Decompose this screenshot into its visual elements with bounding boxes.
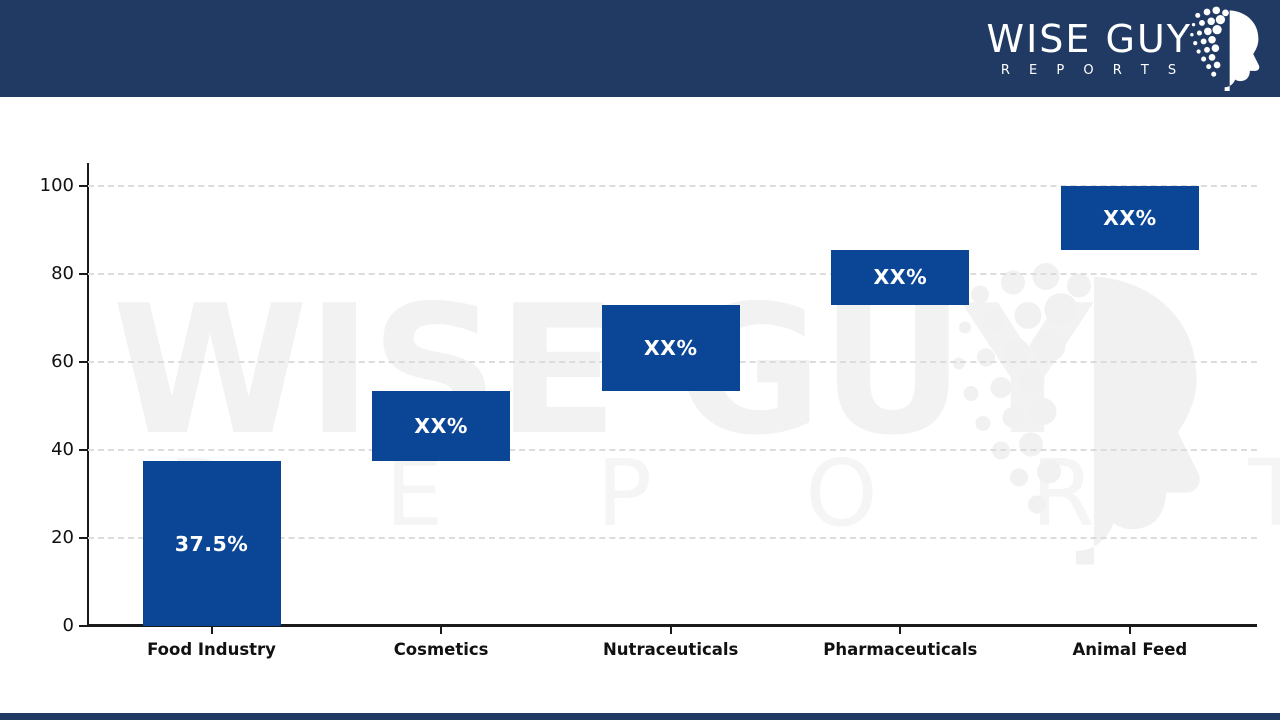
footer-bar	[0, 713, 1280, 720]
y-axis-line	[87, 163, 89, 626]
y-tick-mark-100	[79, 185, 88, 187]
bar-pharmaceuticals: XX%	[831, 249, 970, 305]
x-tick-label-pharmaceuticals: Pharmaceuticals	[823, 640, 978, 659]
y-tick-mark-0	[79, 625, 88, 627]
bar-value-label-animal-feed: XX%	[1103, 205, 1157, 230]
bar-cosmetics: XX%	[372, 390, 511, 461]
wiseguy-logo-text: WISE GUY R E P O R T S	[987, 20, 1192, 78]
x-tick-mark-nutraceuticals	[669, 627, 672, 634]
bar-value-label-nutraceuticals: XX%	[643, 335, 698, 360]
wiseguy-logo: WISE GUY R E P O R T S	[987, 6, 1270, 92]
logo-subtitle: R E P O R T S	[1000, 63, 1184, 78]
x-axis-line	[87, 624, 1257, 627]
y-tick-label-60: 60	[51, 351, 74, 372]
wiseguy-head-icon	[1186, 6, 1270, 92]
y-tick-label-0: 0	[62, 615, 74, 636]
gridline-40	[88, 449, 1257, 451]
y-tick-mark-60	[79, 361, 88, 363]
y-tick-label-40: 40	[51, 439, 74, 460]
bar-value-label-cosmetics: XX%	[414, 413, 468, 438]
bar-value-label-pharmaceuticals: XX%	[873, 265, 928, 290]
y-tick-mark-20	[79, 537, 88, 539]
gridline-20	[88, 537, 1257, 539]
bar-animal-feed: XX%	[1060, 186, 1199, 250]
x-tick-label-cosmetics: Cosmetics	[393, 640, 489, 659]
gridline-100	[88, 185, 1257, 187]
header-bar	[0, 0, 1280, 97]
bar-food-industry: 37.5%	[142, 461, 281, 626]
y-tick-label-100: 100	[39, 175, 74, 196]
bar-value-label-food-industry: 37.5%	[174, 531, 249, 556]
x-tick-label-food-industry: Food Industry	[147, 640, 276, 659]
y-tick-mark-40	[79, 449, 88, 451]
x-tick-mark-pharmaceuticals	[899, 627, 902, 634]
bar-nutraceuticals: XX%	[601, 304, 740, 391]
x-tick-mark-food-industry	[210, 627, 213, 634]
gridline-80	[88, 273, 1257, 275]
x-tick-label-nutraceuticals: Nutraceuticals	[603, 640, 739, 659]
logo-wordmark: WISE GUY	[986, 17, 1192, 61]
x-tick-label-animal-feed: Animal Feed	[1072, 640, 1188, 659]
y-tick-mark-80	[79, 273, 88, 275]
x-tick-mark-animal-feed	[1128, 627, 1131, 634]
x-tick-mark-cosmetics	[440, 627, 443, 634]
y-tick-label-80: 80	[51, 263, 74, 284]
y-tick-label-20: 20	[51, 527, 74, 548]
